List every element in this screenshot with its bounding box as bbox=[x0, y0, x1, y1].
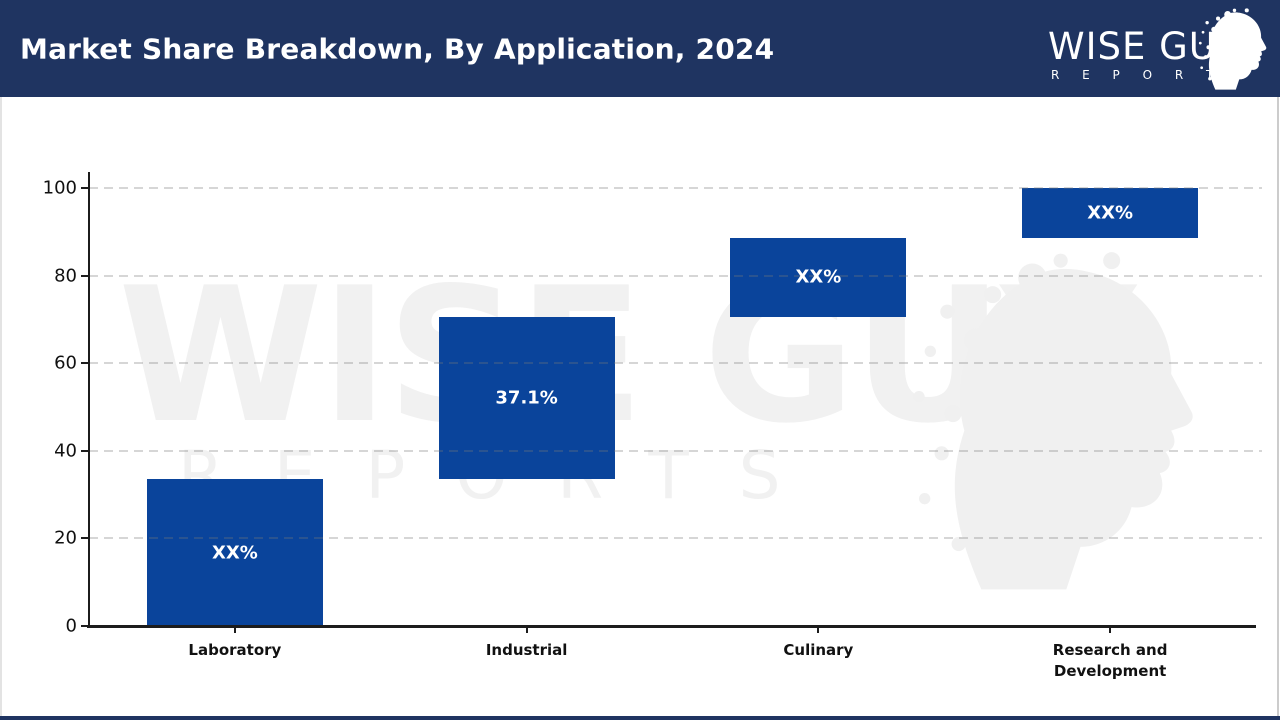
wiseguy-logo-subtext: R E P O R T S bbox=[1051, 68, 1254, 82]
x-tick bbox=[817, 626, 820, 633]
page-title: Market Share Breakdown, By Application, … bbox=[20, 32, 775, 65]
y-tick bbox=[81, 274, 89, 277]
gridline bbox=[89, 537, 1262, 540]
x-category-label: Industrial bbox=[485, 641, 568, 659]
y-tick bbox=[81, 537, 89, 540]
bottom-accent-strip bbox=[0, 716, 1280, 720]
y-tick bbox=[81, 449, 89, 452]
x-category-label: Laboratory bbox=[188, 641, 282, 659]
wiseguy-logo: WISE GUY R E P O R T S bbox=[1020, 4, 1270, 94]
right-border bbox=[1277, 97, 1279, 717]
x-tick bbox=[525, 626, 528, 633]
x-category-label: Culinary bbox=[783, 641, 854, 659]
y-tick bbox=[81, 362, 89, 365]
left-border bbox=[0, 97, 2, 717]
wiseguy-logo-text: WISE GUY R E P O R T S bbox=[1048, 28, 1253, 82]
y-tick-label: 60 bbox=[54, 352, 77, 374]
gridline bbox=[89, 274, 1262, 277]
bar-value-label: XX% bbox=[1087, 202, 1134, 224]
y-tick-label: 100 bbox=[42, 177, 77, 199]
bar-value-label: XX% bbox=[211, 542, 258, 564]
bar-laboratory bbox=[146, 479, 323, 626]
gridline bbox=[89, 362, 1262, 365]
gridline bbox=[89, 187, 1262, 189]
wiseguy-logo-face-icon bbox=[1198, 8, 1267, 90]
gridline bbox=[89, 449, 1262, 452]
x-category-label: Research and Development bbox=[1052, 641, 1168, 680]
y-tick-label: 0 bbox=[65, 615, 77, 637]
bar-value-label: XX% bbox=[795, 266, 842, 288]
bar-value-label: 37.1% bbox=[495, 387, 558, 409]
bar-culinary bbox=[730, 237, 907, 317]
bar-industrial bbox=[438, 316, 615, 480]
y-tick-label: 40 bbox=[54, 440, 77, 462]
y-tick-label: 80 bbox=[54, 265, 77, 287]
x-tick bbox=[233, 626, 236, 633]
y-axis bbox=[88, 172, 90, 628]
bar-research-and-development bbox=[1022, 188, 1199, 238]
y-tick bbox=[81, 187, 89, 189]
x-tick bbox=[1109, 626, 1112, 633]
y-tick-label: 20 bbox=[54, 527, 77, 549]
header-bar: Market Share Breakdown, By Application, … bbox=[0, 0, 1280, 97]
y-tick bbox=[81, 625, 89, 627]
x-axis bbox=[87, 625, 1256, 628]
